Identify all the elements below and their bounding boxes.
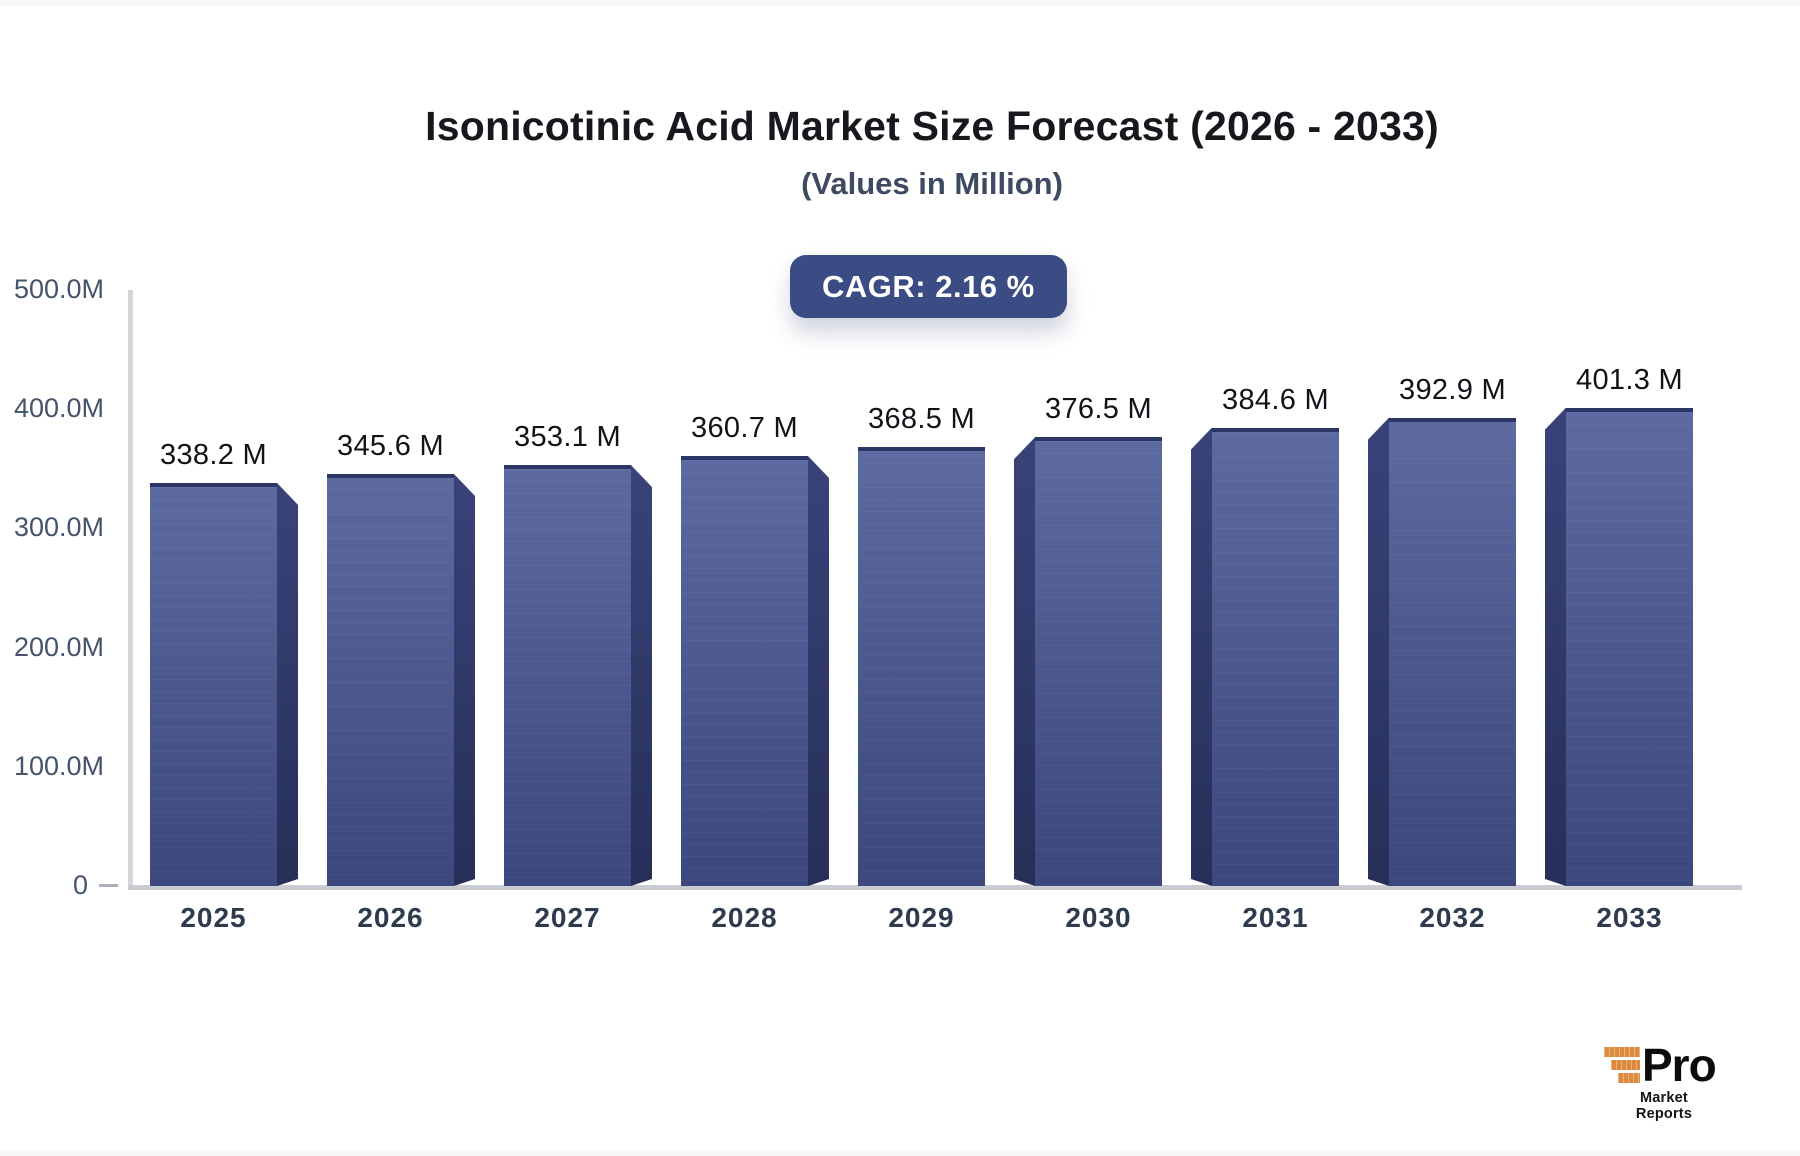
pro-market-reports-logo: Pro Market Reports — [1604, 1039, 1717, 1122]
bar-value-label: 345.6 M — [337, 430, 444, 463]
bottom-edge-strip — [0, 1150, 1800, 1156]
x-axis-category-label: 2033 — [1596, 902, 1663, 933]
x-axis-category-label: 2026 — [357, 902, 424, 933]
bar-value-label: 401.3 M — [1576, 363, 1683, 396]
x-axis-category-label: 2031 — [1242, 902, 1309, 933]
bar-2031[interactable] — [1212, 427, 1339, 887]
y-axis-tick-label: 300.0M — [13, 512, 104, 543]
bar-value-label: 360.7 M — [691, 412, 798, 445]
logo-bar-icon — [1611, 1060, 1640, 1070]
logo-tagline: Market Reports — [1635, 1090, 1693, 1122]
y-axis-tick-label: 200.0M — [13, 631, 104, 662]
chart-subtitle: (Values in Million) — [801, 166, 1063, 201]
bar-2027[interactable] — [504, 465, 631, 886]
bar-value-label: 368.5 M — [868, 402, 975, 435]
bar-value-label: 338.2 M — [160, 438, 267, 471]
bar-side-face — [1368, 418, 1389, 886]
bar-2032[interactable] — [1389, 417, 1516, 887]
cagr-badge: CAGR: 2.16 % — [790, 255, 1067, 318]
x-axis-category-label: 2030 — [1065, 902, 1132, 933]
bar-side-face — [808, 456, 829, 886]
logo-row: Pro — [1604, 1039, 1717, 1091]
logo-bar-icon — [1618, 1073, 1640, 1083]
bar-2030[interactable] — [1035, 437, 1162, 886]
x-axis-category-label: 2028 — [711, 902, 778, 933]
bar-2033[interactable] — [1566, 407, 1693, 887]
x-axis-category-label: 2025 — [180, 902, 247, 933]
y-axis-tick-label: 500.0M — [13, 274, 104, 304]
bar-side-face — [454, 474, 475, 886]
bar-value-label: 353.1 M — [514, 421, 621, 454]
bar-side-face — [1545, 408, 1566, 886]
y-axis-line — [128, 290, 133, 885]
bar-2026[interactable] — [327, 474, 454, 886]
logo-bar-icon — [1604, 1047, 1640, 1057]
y-axis-tick-label: 0 — [72, 870, 88, 900]
x-axis-baseline — [128, 885, 1742, 890]
logo-name: Pro — [1642, 1039, 1717, 1091]
bar-2025[interactable] — [150, 482, 277, 887]
x-axis-category-label: 2027 — [534, 902, 601, 933]
logo-bars-icon — [1604, 1047, 1640, 1083]
x-axis-category-label: 2032 — [1419, 902, 1486, 933]
zero-tick-mark — [99, 884, 118, 887]
bar-2028[interactable] — [681, 456, 808, 886]
x-axis-category-label: 2029 — [888, 902, 955, 933]
bar-side-face — [277, 483, 298, 886]
chart-title: Isonicotinic Acid Market Size Forecast (… — [425, 103, 1439, 149]
bar-side-face — [631, 465, 652, 886]
bar-value-label: 376.5 M — [1045, 393, 1152, 426]
bar-side-face — [1014, 437, 1035, 886]
bar-2029[interactable] — [858, 446, 985, 887]
bar-value-label: 384.6 M — [1222, 383, 1329, 416]
bar-side-face — [1191, 428, 1212, 886]
y-axis-tick-label: 100.0M — [13, 750, 104, 781]
top-edge-strip — [0, 0, 1800, 6]
bar-value-label: 392.9 M — [1399, 373, 1506, 406]
y-axis-tick-label: 400.0M — [13, 393, 104, 424]
